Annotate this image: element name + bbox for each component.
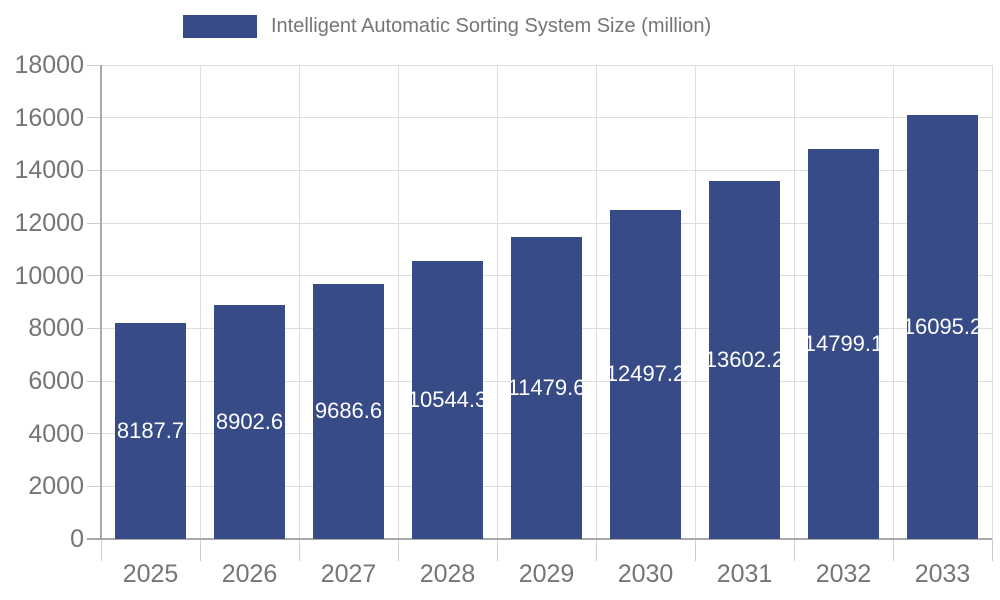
bar: 8902.6 bbox=[214, 304, 285, 539]
gridline-vertical bbox=[298, 65, 300, 539]
y-axis-label: 18000 bbox=[14, 51, 84, 79]
x-axis-tick bbox=[199, 539, 201, 561]
x-axis-tick bbox=[298, 539, 300, 561]
x-axis-tick bbox=[100, 539, 102, 561]
gridline-horizontal bbox=[101, 222, 992, 224]
x-axis-tick bbox=[991, 539, 993, 561]
y-axis-tick bbox=[87, 485, 101, 487]
y-axis-tick bbox=[87, 117, 101, 119]
y-axis-label: 14000 bbox=[14, 156, 84, 185]
bar-value-label: 14799.1 bbox=[808, 331, 879, 357]
x-axis-label: 2029 bbox=[518, 560, 575, 588]
x-axis-tick bbox=[793, 539, 795, 561]
gridline-vertical bbox=[397, 65, 399, 539]
legend-item[interactable]: Intelligent Automatic Sorting System Siz… bbox=[183, 11, 711, 41]
gridline-vertical bbox=[199, 65, 201, 539]
y-axis-label: 8000 bbox=[28, 314, 84, 343]
gridline-vertical bbox=[496, 65, 498, 539]
y-axis-label: 10000 bbox=[14, 261, 84, 290]
x-axis-label: 2027 bbox=[320, 560, 377, 588]
bar: 12497.2 bbox=[610, 209, 681, 539]
gridline-vertical bbox=[991, 65, 993, 539]
bar-value-label: 12497.2 bbox=[610, 361, 681, 387]
x-axis-label: 2025 bbox=[122, 560, 179, 588]
y-axis-label: 12000 bbox=[14, 209, 84, 237]
x-axis-label: 2033 bbox=[914, 560, 971, 588]
y-axis-label: 2000 bbox=[28, 472, 84, 501]
gridline-vertical bbox=[892, 65, 894, 539]
x-axis-tick bbox=[694, 539, 696, 561]
x-axis-label: 2031 bbox=[716, 560, 773, 588]
x-axis-label: 2032 bbox=[815, 560, 872, 588]
x-axis-line bbox=[87, 538, 992, 540]
y-axis-tick bbox=[87, 169, 101, 171]
legend-swatch bbox=[183, 14, 257, 38]
bar: 13602.2 bbox=[709, 180, 780, 539]
y-axis-tick bbox=[87, 380, 101, 382]
x-axis-tick bbox=[397, 539, 399, 561]
y-axis-label: 6000 bbox=[28, 367, 84, 395]
gridline-vertical bbox=[694, 65, 696, 539]
bar-value-label: 8902.6 bbox=[215, 408, 284, 434]
bar-value-label: 11479.6 bbox=[511, 374, 582, 400]
bar-value-label: 16095.2 bbox=[907, 314, 978, 340]
legend-label: Intelligent Automatic Sorting System Siz… bbox=[271, 14, 712, 37]
y-axis-tick bbox=[87, 327, 101, 329]
x-axis-label: 2030 bbox=[617, 560, 674, 588]
y-axis-label: 0 bbox=[70, 525, 84, 553]
x-axis-tick bbox=[595, 539, 597, 561]
x-axis-label: 2026 bbox=[221, 560, 278, 588]
x-axis-tick bbox=[496, 539, 498, 561]
bar: 8187.7 bbox=[115, 323, 186, 539]
y-axis-tick bbox=[87, 275, 101, 277]
y-axis-label: 16000 bbox=[14, 103, 84, 132]
bar-value-label: 8187.7 bbox=[116, 418, 185, 444]
gridline-horizontal bbox=[101, 64, 992, 66]
gridline-horizontal bbox=[101, 117, 992, 119]
gridline-horizontal bbox=[101, 169, 992, 171]
bar-value-label: 10544.3 bbox=[412, 387, 483, 413]
x-axis-tick bbox=[892, 539, 894, 561]
y-axis-line bbox=[100, 65, 102, 539]
y-axis-tick bbox=[87, 64, 101, 66]
gridline-vertical bbox=[793, 65, 795, 539]
bar: 10544.3 bbox=[412, 261, 483, 539]
gridline-vertical bbox=[595, 65, 597, 539]
y-axis-label: 4000 bbox=[28, 419, 84, 448]
bar-value-label: 9686.6 bbox=[314, 398, 383, 424]
bar: 11479.6 bbox=[511, 236, 582, 539]
bar: 14799.1 bbox=[808, 149, 879, 539]
bar: 16095.2 bbox=[907, 115, 978, 539]
bar-value-label: 13602.2 bbox=[709, 346, 780, 372]
y-axis-tick bbox=[87, 433, 101, 435]
y-axis-tick bbox=[87, 222, 101, 224]
x-axis-label: 2028 bbox=[419, 560, 476, 588]
bar: 9686.6 bbox=[313, 283, 384, 539]
